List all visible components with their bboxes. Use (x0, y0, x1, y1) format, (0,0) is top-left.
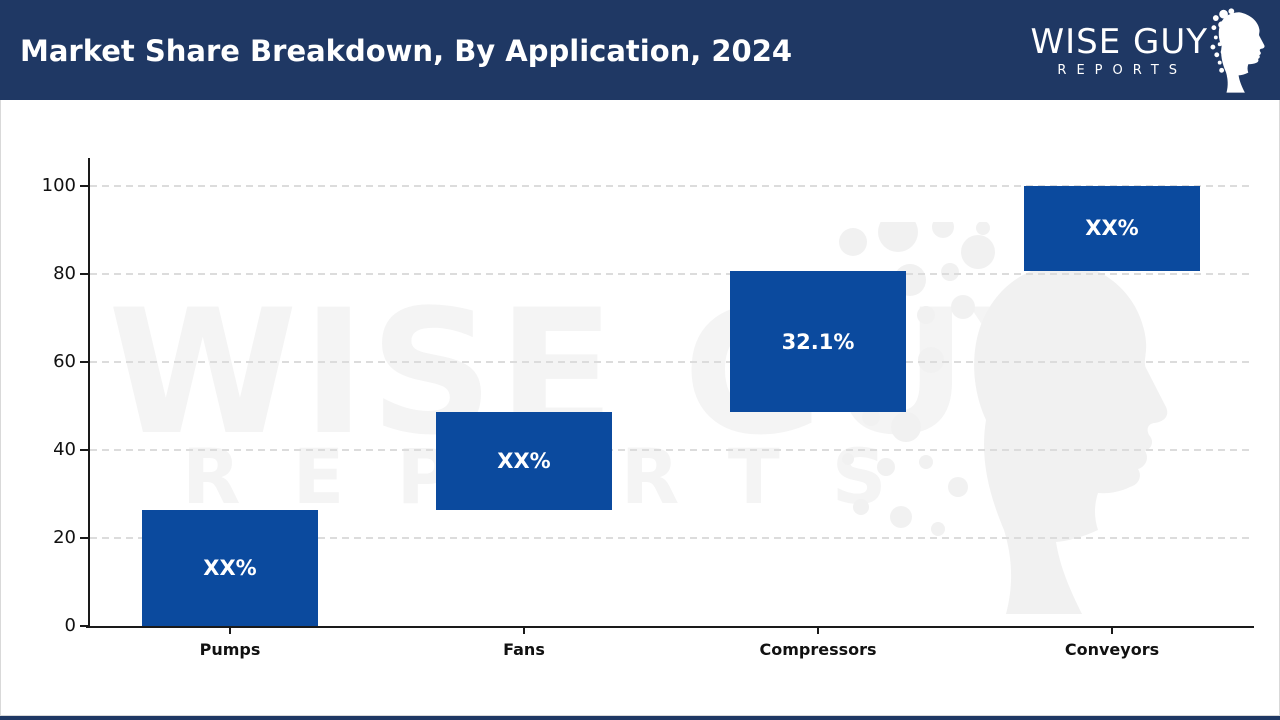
page-title: Market Share Breakdown, By Application, … (20, 34, 793, 68)
y-tick-label: 100 (41, 175, 76, 196)
y-tick-label: 80 (53, 263, 76, 284)
gridline-20 (90, 537, 1254, 539)
y-tick-label: 40 (53, 439, 76, 460)
x-axis-spine (86, 626, 1254, 628)
x-tick-label-fans: Fans (503, 640, 545, 659)
bar-pumps: XX% (142, 509, 318, 626)
y-tick-80 (80, 273, 88, 275)
bar-value-label: XX% (1085, 216, 1139, 241)
x-tick-label-pumps: Pumps (199, 640, 261, 659)
bar-fans: XX% (436, 412, 612, 510)
x-tick-conveyors (1111, 628, 1113, 634)
y-tick-label: 0 (64, 615, 76, 636)
x-tick-label-conveyors: Conveyors (1064, 640, 1160, 659)
y-tick-20 (80, 537, 88, 539)
gridline-60 (90, 361, 1254, 363)
y-tick-0 (80, 625, 88, 627)
y-tick-100 (80, 185, 88, 187)
header: Market Share Breakdown, By Application, … (0, 0, 1280, 100)
y-tick-label: 60 (53, 351, 76, 372)
logo-face-icon (1210, 8, 1265, 93)
gridline-100 (90, 185, 1254, 187)
bar-conveyors: XX% (1024, 186, 1200, 271)
y-tick-label: 20 (53, 527, 76, 548)
bar-value-label: XX% (203, 555, 257, 580)
bar-compressors: 32.1% (730, 270, 906, 413)
y-tick-60 (80, 361, 88, 363)
gridline-80 (90, 273, 1254, 275)
bar-value-label: 32.1% (781, 329, 855, 354)
footer-bar (0, 716, 1280, 720)
bar-value-label: XX% (497, 448, 551, 473)
gridline-40 (90, 449, 1254, 451)
logo-subtext: REPORTS (1057, 63, 1188, 78)
x-tick-fans (523, 628, 525, 634)
x-tick-label-compressors: Compressors (759, 640, 877, 659)
x-tick-compressors (817, 628, 819, 634)
x-tick-pumps (229, 628, 231, 634)
wise-guy-logo: WISE GUY REPORTS (1030, 4, 1272, 96)
y-axis-spine (88, 158, 90, 628)
logo-wordmark: WISE GUY (1030, 22, 1208, 62)
y-tick-40 (80, 449, 88, 451)
